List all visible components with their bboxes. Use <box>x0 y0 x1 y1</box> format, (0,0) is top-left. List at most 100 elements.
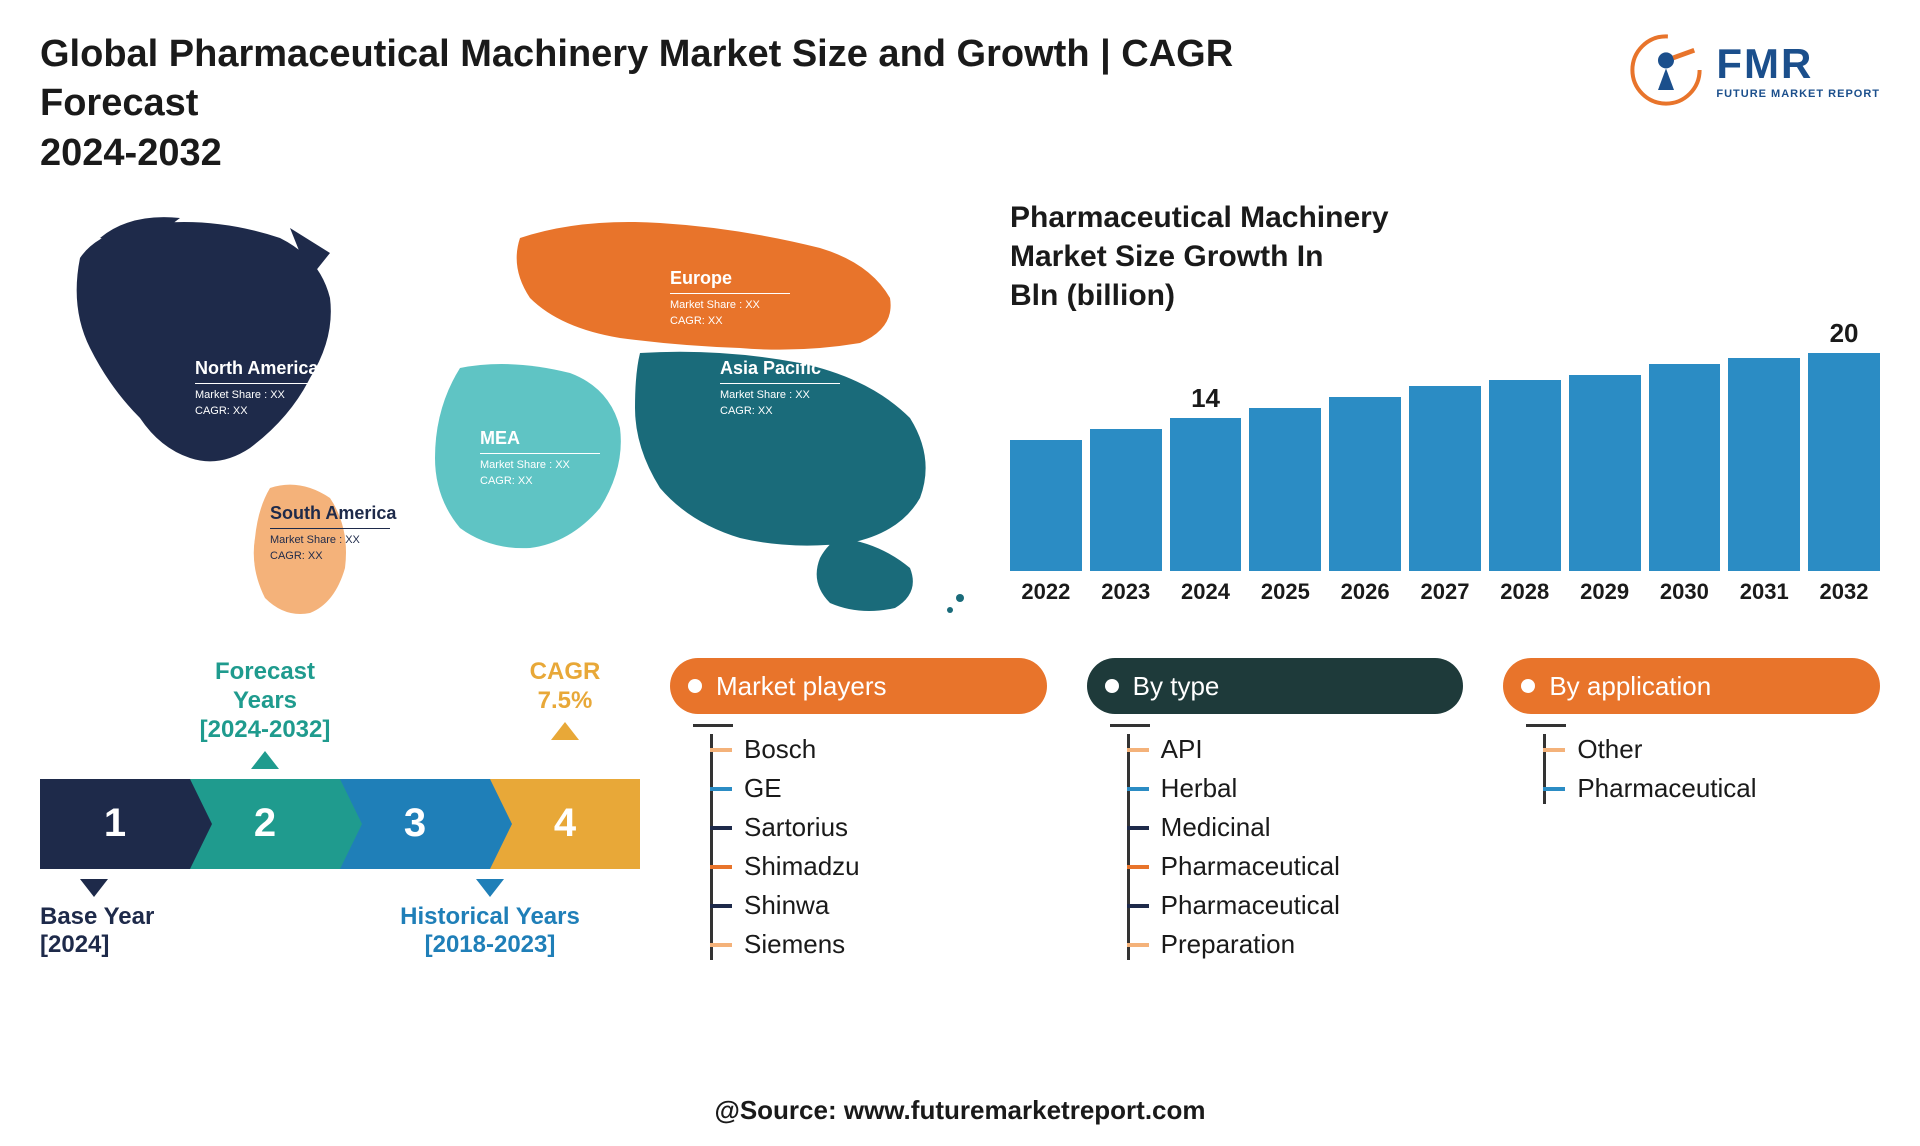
bar-year: 2023 <box>1101 579 1150 605</box>
region-share: Market Share : XX <box>480 458 600 473</box>
category-item: Shinwa <box>713 890 1047 921</box>
item-marker <box>710 826 732 830</box>
item-text: Preparation <box>1161 929 1295 960</box>
region-share: Market Share : XX <box>670 298 790 313</box>
logo-icon <box>1626 30 1706 110</box>
item-text: Shimadzu <box>744 851 860 882</box>
page-title: Global Pharmaceutical Machinery Market S… <box>40 30 1340 178</box>
category-item: Medicinal <box>1130 812 1464 843</box>
pill-dot-icon <box>1105 679 1119 693</box>
bar-item: 18 2029 <box>1569 340 1641 605</box>
bar <box>1649 364 1721 571</box>
region-cagr: CAGR: XX <box>480 474 600 489</box>
region-name: MEA <box>480 428 600 449</box>
bar <box>1010 440 1082 571</box>
forecast-text: Forecast Years <box>215 658 315 714</box>
bar-item: 15 2025 <box>1249 373 1321 606</box>
pill-label: By application <box>1549 671 1711 702</box>
region-cagr: CAGR: XX <box>270 549 396 564</box>
bar <box>1249 408 1321 572</box>
region-label: MEA Market Share : XX CAGR: XX <box>480 428 600 489</box>
timeline-top-labels: Forecast Years [2024-2032] CAGR 7.5% <box>40 658 640 768</box>
bottom-row: Forecast Years [2024-2032] CAGR 7.5% 123… <box>40 658 1880 968</box>
item-marker <box>710 748 732 752</box>
pill-dot-icon <box>1521 679 1535 693</box>
item-text: Sartorius <box>744 812 848 843</box>
base-year-label: Base Year [2024] <box>40 879 340 961</box>
logo-fmr-text: FMR <box>1716 40 1880 88</box>
historical-label: Historical Years [2018-2023] <box>340 879 640 961</box>
item-marker <box>1127 826 1149 830</box>
region-divider <box>670 293 790 294</box>
pill-dot-icon <box>688 679 702 693</box>
logo-text: FMR FUTURE MARKET REPORT <box>1716 40 1880 100</box>
timeline-segment: 2 <box>190 779 340 869</box>
bar-value: 14 <box>1191 383 1220 414</box>
region-cagr: CAGR: XX <box>670 314 790 329</box>
main-row: North America Market Share : XX CAGR: XX… <box>40 198 1880 618</box>
region-label: South America Market Share : XX CAGR: XX <box>270 503 396 564</box>
bar-chart-section: Pharmaceutical Machinery Market Size Gro… <box>1010 198 1880 618</box>
bar-item: 19 2030 <box>1649 329 1721 605</box>
region-name: Europe <box>670 268 790 289</box>
triangle-up-icon <box>551 722 579 740</box>
category-item: Sartorius <box>713 812 1047 843</box>
chart-title-l1: Pharmaceutical Machinery <box>1010 201 1389 234</box>
item-text: Shinwa <box>744 890 829 921</box>
pill-label: Market players <box>716 671 887 702</box>
item-marker <box>710 943 732 947</box>
category-list: Other Pharmaceutical <box>1543 734 1880 804</box>
timeline-bar: 1234 <box>40 779 640 869</box>
bar-item: 14 2024 <box>1170 383 1242 605</box>
category-item: Siemens <box>713 929 1047 960</box>
bar <box>1728 358 1800 571</box>
category-item: Pharmaceutical <box>1130 851 1464 882</box>
bar <box>1170 418 1242 571</box>
category-item: Shimadzu <box>713 851 1047 882</box>
triangle-down-icon <box>80 879 108 897</box>
bar-item: 17.5 2028 <box>1489 345 1561 605</box>
region-cagr: CAGR: XX <box>720 404 840 419</box>
category-item: Bosch <box>713 734 1047 765</box>
bar <box>1808 353 1880 571</box>
cagr-value: 7.5% <box>538 687 593 714</box>
world-map: North America Market Share : XX CAGR: XX… <box>40 198 980 618</box>
bar-item: 13 2023 <box>1090 394 1162 605</box>
category-item: Other <box>1546 734 1880 765</box>
item-marker <box>1127 787 1149 791</box>
bar-item: 17 2027 <box>1409 351 1481 605</box>
bar-year: 2027 <box>1420 579 1469 605</box>
bar-year: 2032 <box>1820 579 1869 605</box>
region-share: Market Share : XX <box>720 388 840 403</box>
cagr-label: CAGR 7.5% <box>490 658 640 768</box>
item-marker <box>1127 865 1149 869</box>
category-pill: By application <box>1503 658 1880 714</box>
cagr-text: CAGR <box>530 658 601 685</box>
timeline-segment: 3 <box>340 779 490 869</box>
source-attribution: @Source: www.futuremarketreport.com <box>714 1095 1205 1126</box>
hist-range: [2018-2023] <box>425 931 556 958</box>
category-item: API <box>1130 734 1464 765</box>
item-text: Pharmaceutical <box>1161 851 1340 882</box>
timeline-segment: 4 <box>490 779 640 869</box>
item-marker <box>1543 748 1565 752</box>
category-list: API Herbal Medicinal Pharmaceutical Phar… <box>1127 734 1464 960</box>
bar-year: 2026 <box>1341 579 1390 605</box>
bar-value: 20 <box>1830 318 1859 349</box>
pill-label: By type <box>1133 671 1220 702</box>
item-text: Siemens <box>744 929 845 960</box>
categories: Market players Bosch GE Sartorius Shimad… <box>670 658 1880 968</box>
region-name: North America <box>195 358 318 379</box>
bar <box>1569 375 1641 571</box>
item-marker <box>710 865 732 869</box>
bar-year: 2022 <box>1021 579 1070 605</box>
region-label: Europe Market Share : XX CAGR: XX <box>670 268 790 329</box>
bar-year: 2025 <box>1261 579 1310 605</box>
base-range: [2024] <box>40 931 109 958</box>
region-label: Asia Pacific Market Share : XX CAGR: XX <box>720 358 840 419</box>
title-line-1: Global Pharmaceutical Machinery Market S… <box>40 33 1233 124</box>
bar-item: 20 2032 <box>1808 318 1880 605</box>
header: Global Pharmaceutical Machinery Market S… <box>40 30 1880 178</box>
item-text: Other <box>1577 734 1642 765</box>
bar-chart: 12 202213 202314 202415 202516 202617 20… <box>1010 325 1880 605</box>
